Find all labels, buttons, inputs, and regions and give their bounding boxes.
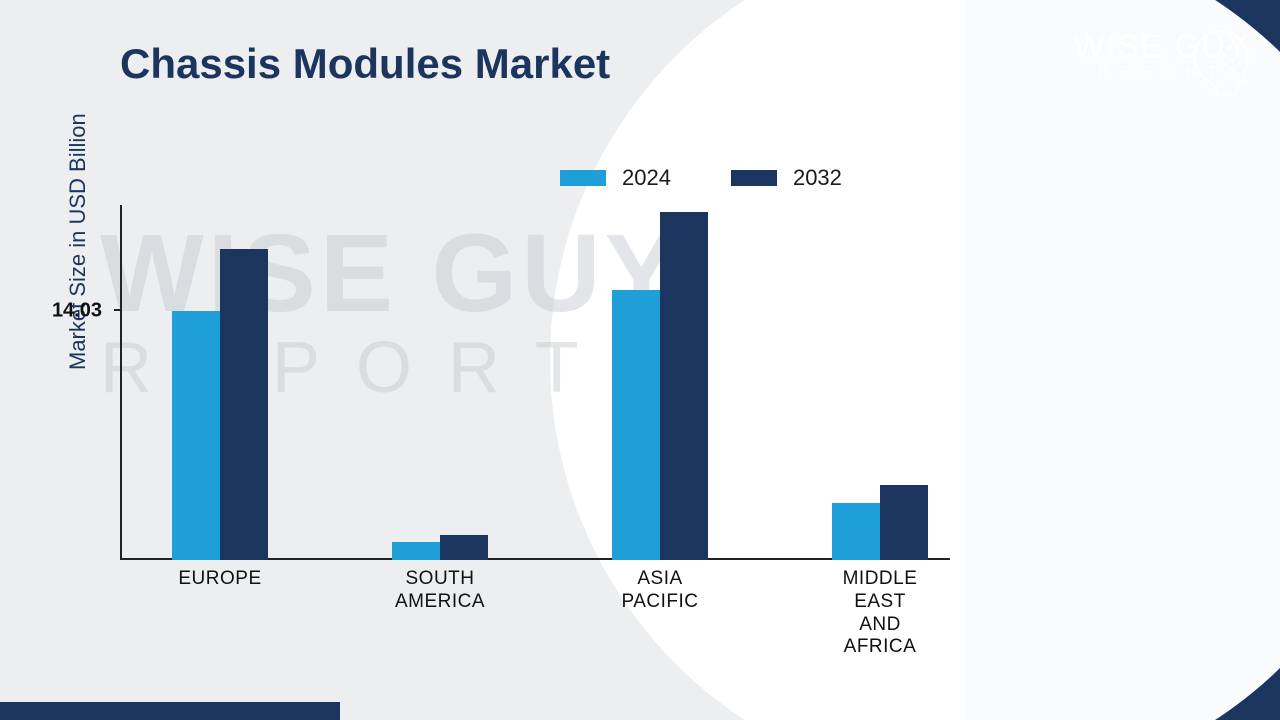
plot-area: 14.03 EUROPE SOUTHAMERICA ASIAPACIFIC MI… — [120, 205, 950, 560]
bar-group-south-america: SOUTHAMERICA — [380, 535, 500, 560]
x-label-south-america: SOUTHAMERICA — [365, 568, 515, 614]
bar-asia-pacific-2024 — [612, 290, 660, 560]
legend-item-2032: 2032 — [731, 165, 842, 191]
x-label-asia-pacific: ASIAPACIFIC — [585, 568, 735, 614]
bar-group-mea: MIDDLEEASTANDAFRICA — [820, 485, 940, 560]
legend-item-2024: 2024 — [560, 165, 671, 191]
bar-mea-2024 — [832, 503, 880, 560]
x-label-mea: MIDDLEEASTANDAFRICA — [805, 568, 955, 659]
legend-label-2032: 2032 — [793, 165, 842, 191]
y-axis-label: Market Size in USD Billion — [65, 113, 91, 370]
brand-logo: WISE GUY REPORTS — [1074, 28, 1250, 79]
bottom-accent-bar — [0, 702, 340, 720]
y-axis-line — [120, 205, 122, 560]
bar-south-america-2024 — [392, 542, 440, 560]
chart-canvas: WISE GUY REPORTS Chassis Modules Market … — [0, 0, 1280, 720]
bar-group-europe: EUROPE — [160, 249, 280, 560]
bar-south-america-2032 — [440, 535, 488, 560]
legend-label-2024: 2024 — [622, 165, 671, 191]
y-tick-label: 14.03 — [52, 299, 112, 322]
legend-swatch-2024 — [560, 170, 606, 186]
bar-asia-pacific-2032 — [660, 212, 708, 560]
bar-group-asia-pacific: ASIAPACIFIC — [600, 212, 720, 560]
page-title: Chassis Modules Market — [120, 40, 610, 88]
legend: 2024 2032 — [560, 165, 842, 191]
legend-swatch-2032 — [731, 170, 777, 186]
brain-head-icon — [1186, 28, 1256, 98]
bar-mea-2032 — [880, 485, 928, 560]
x-label-europe: EUROPE — [145, 568, 295, 591]
bar-europe-2024 — [172, 311, 220, 560]
y-tick — [114, 309, 122, 311]
bar-europe-2032 — [220, 249, 268, 560]
